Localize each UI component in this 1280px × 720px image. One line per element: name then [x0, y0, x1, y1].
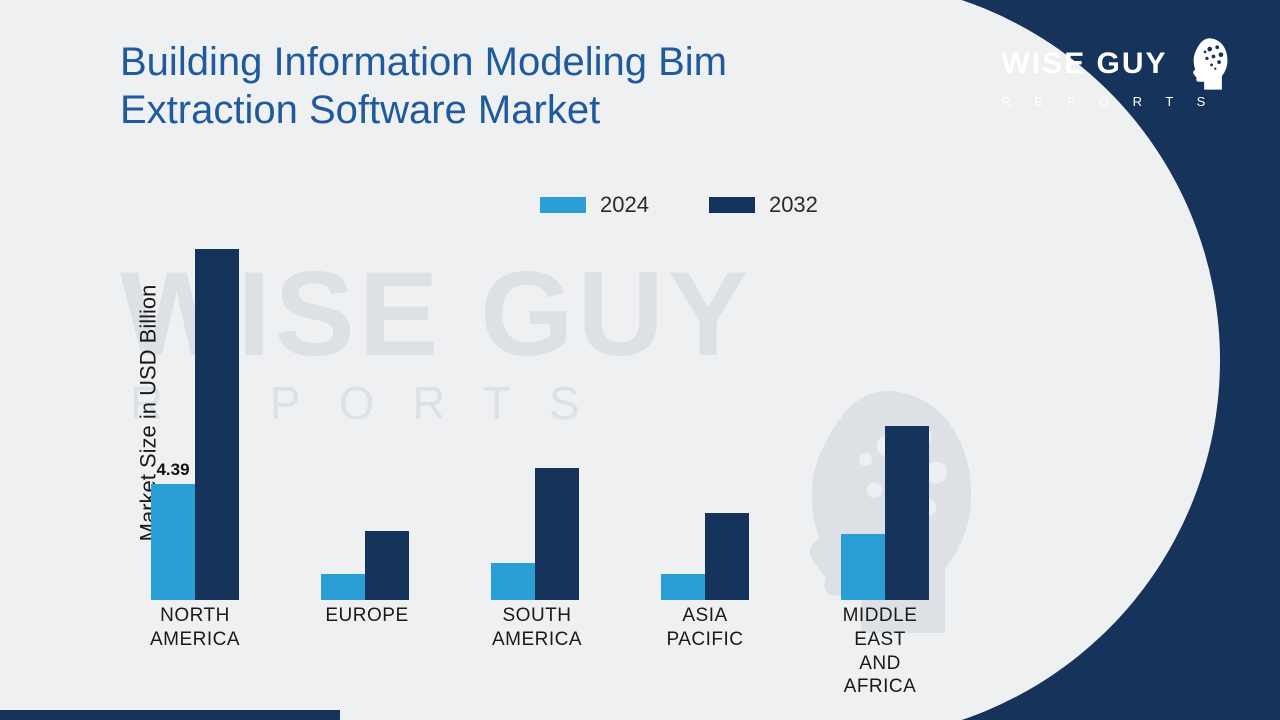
- bar-group: [470, 468, 600, 600]
- bar-series2: [885, 426, 929, 600]
- bar-series2: [535, 468, 579, 600]
- bar-series1: [841, 534, 885, 600]
- bar-value-label: 4.39: [143, 460, 203, 480]
- legend-item-2024: 2024: [540, 192, 649, 218]
- brand-logo: WISE GUY R E P O R T S: [1002, 36, 1234, 109]
- bar-series2: [365, 531, 409, 600]
- bar-series1: [151, 484, 195, 600]
- legend: 2024 2032: [540, 192, 818, 218]
- legend-swatch-2024: [540, 197, 586, 213]
- x-axis-category: EUROPE: [292, 604, 442, 628]
- legend-label-2024: 2024: [600, 192, 649, 218]
- x-axis-category: ASIAPACIFIC: [630, 604, 780, 652]
- logo-text-main: WISE GUY: [1002, 47, 1168, 81]
- logo-head-icon: [1178, 36, 1234, 92]
- chart-title: Building Information Modeling Bim Extrac…: [120, 38, 860, 134]
- bar-chart: 4.39: [100, 230, 980, 600]
- legend-item-2032: 2032: [709, 192, 818, 218]
- bar-series1: [321, 574, 365, 600]
- bar-series1: [661, 574, 705, 600]
- logo-text-sub: R E P O R T S: [1002, 94, 1234, 109]
- bar-group: [130, 249, 260, 601]
- bar-group: [300, 531, 430, 600]
- legend-swatch-2032: [709, 197, 755, 213]
- canvas: WISE GUY REPORTS Building Information Mo…: [0, 0, 1280, 720]
- x-axis-category: NORTHAMERICA: [120, 604, 270, 652]
- legend-label-2032: 2032: [769, 192, 818, 218]
- bar-series2: [705, 513, 749, 600]
- x-axis-category: SOUTHAMERICA: [462, 604, 612, 652]
- bar-series1: [491, 563, 535, 600]
- bar-group: [640, 513, 770, 600]
- bar-group: [820, 426, 950, 600]
- bar-series2: [195, 249, 239, 601]
- x-axis-labels: NORTHAMERICA EUROPE SOUTHAMERICA ASIAPACIFI…: [100, 604, 980, 714]
- x-axis-category: MIDDLEEASTANDAFRICA: [805, 604, 955, 699]
